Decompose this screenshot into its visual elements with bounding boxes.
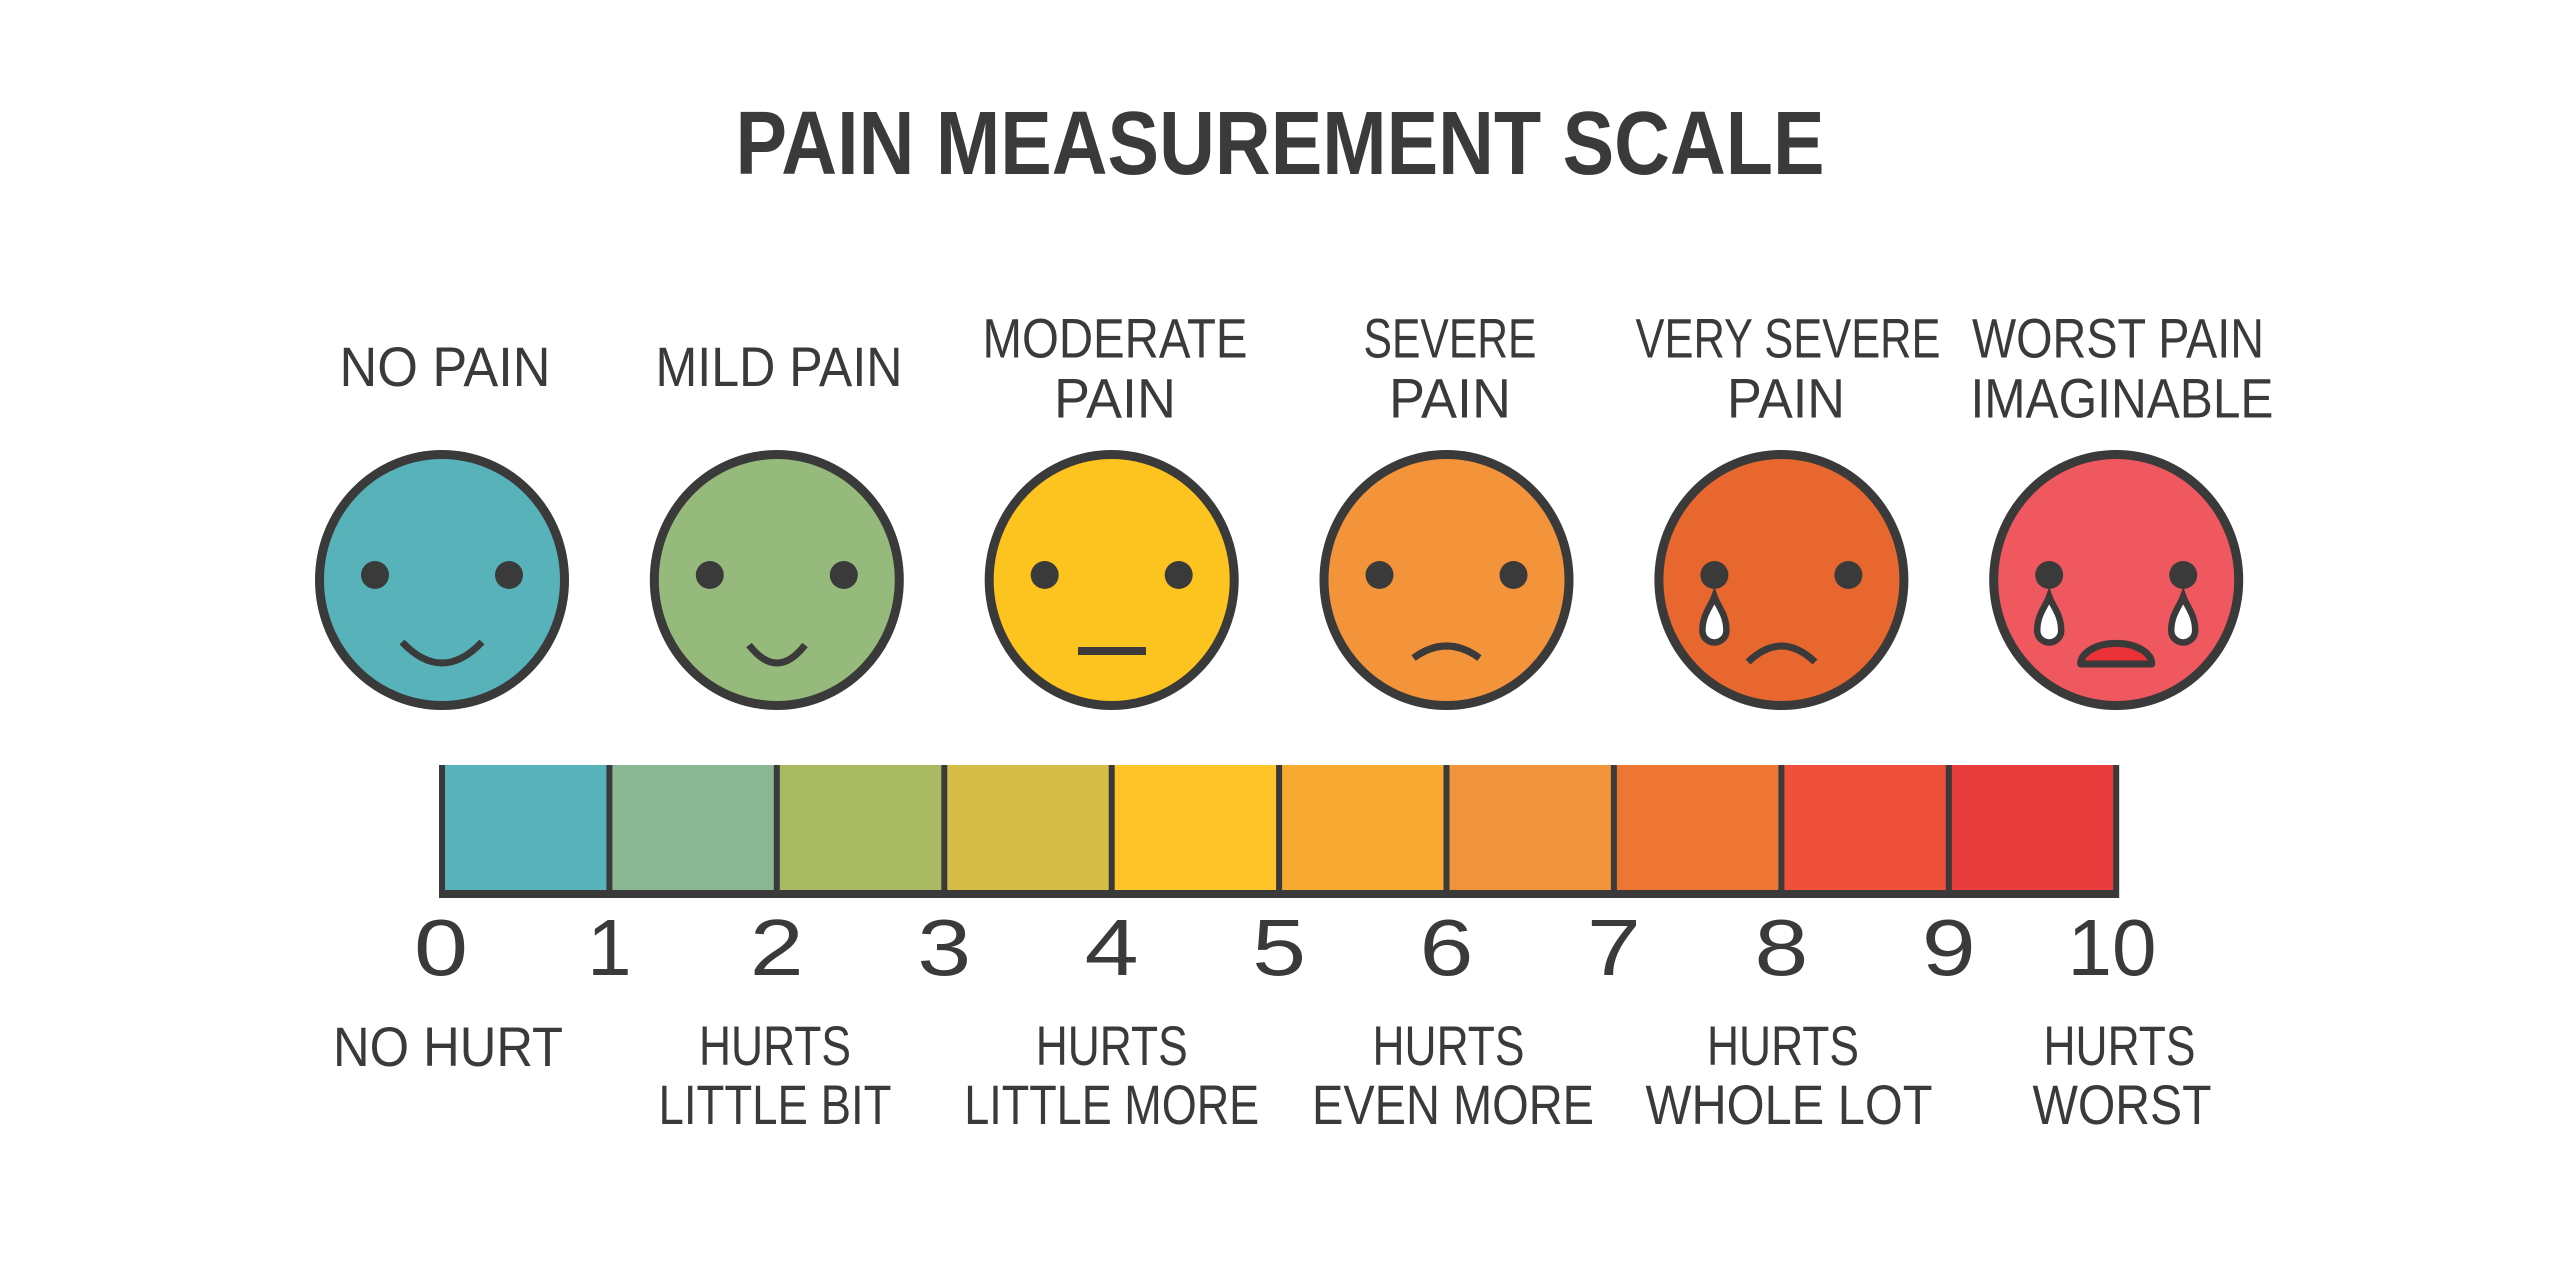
svg-text:HURTS: HURTS bbox=[1373, 1014, 1525, 1077]
svg-text:HURTS: HURTS bbox=[1707, 1014, 1859, 1077]
svg-text:IMAGINABLE: IMAGINABLE bbox=[1971, 367, 2274, 430]
svg-text:PAIN: PAIN bbox=[1727, 367, 1845, 430]
svg-text:5: 5 bbox=[1252, 903, 1306, 992]
svg-text:PAIN MEASUREMENT SCALE: PAIN MEASUREMENT SCALE bbox=[736, 94, 1825, 194]
svg-text:HURTS: HURTS bbox=[2044, 1014, 2196, 1077]
svg-text:PAIN: PAIN bbox=[1389, 367, 1511, 430]
svg-text:2: 2 bbox=[750, 903, 804, 992]
svg-text:10: 10 bbox=[2068, 903, 2157, 992]
svg-text:1: 1 bbox=[587, 903, 632, 992]
svg-text:WORST PAIN: WORST PAIN bbox=[1972, 307, 2264, 370]
svg-text:LITTLE MORE: LITTLE MORE bbox=[964, 1073, 1259, 1136]
svg-text:HURTS: HURTS bbox=[699, 1014, 851, 1077]
svg-text:VERY SEVERE: VERY SEVERE bbox=[1636, 307, 1941, 370]
svg-text:7: 7 bbox=[1587, 903, 1641, 992]
svg-text:EVEN MORE: EVEN MORE bbox=[1312, 1073, 1594, 1136]
svg-text:MODERATE: MODERATE bbox=[983, 307, 1248, 370]
svg-text:8: 8 bbox=[1754, 903, 1808, 992]
svg-text:SEVERE: SEVERE bbox=[1364, 307, 1537, 370]
svg-text:3: 3 bbox=[917, 903, 971, 992]
svg-text:MILD PAIN: MILD PAIN bbox=[656, 335, 903, 398]
svg-text:NO HURT: NO HURT bbox=[333, 1015, 563, 1078]
svg-text:6: 6 bbox=[1420, 903, 1474, 992]
svg-text:LITTLE BIT: LITTLE BIT bbox=[659, 1073, 892, 1136]
svg-text:WORST: WORST bbox=[2033, 1073, 2212, 1136]
svg-text:9: 9 bbox=[1922, 903, 1976, 992]
svg-text:NO PAIN: NO PAIN bbox=[340, 335, 551, 398]
svg-text:PAIN: PAIN bbox=[1054, 367, 1176, 430]
svg-text:4: 4 bbox=[1085, 903, 1139, 992]
svg-text:WHOLE LOT: WHOLE LOT bbox=[1646, 1073, 1933, 1136]
svg-text:0: 0 bbox=[414, 903, 468, 992]
svg-text:HURTS: HURTS bbox=[1036, 1014, 1188, 1077]
